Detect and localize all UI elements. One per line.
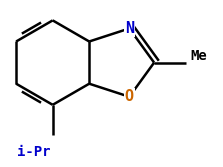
Text: O: O [125,89,134,104]
Text: i-Pr: i-Pr [17,145,51,159]
Text: Me: Me [190,49,207,63]
Text: N: N [125,21,134,36]
